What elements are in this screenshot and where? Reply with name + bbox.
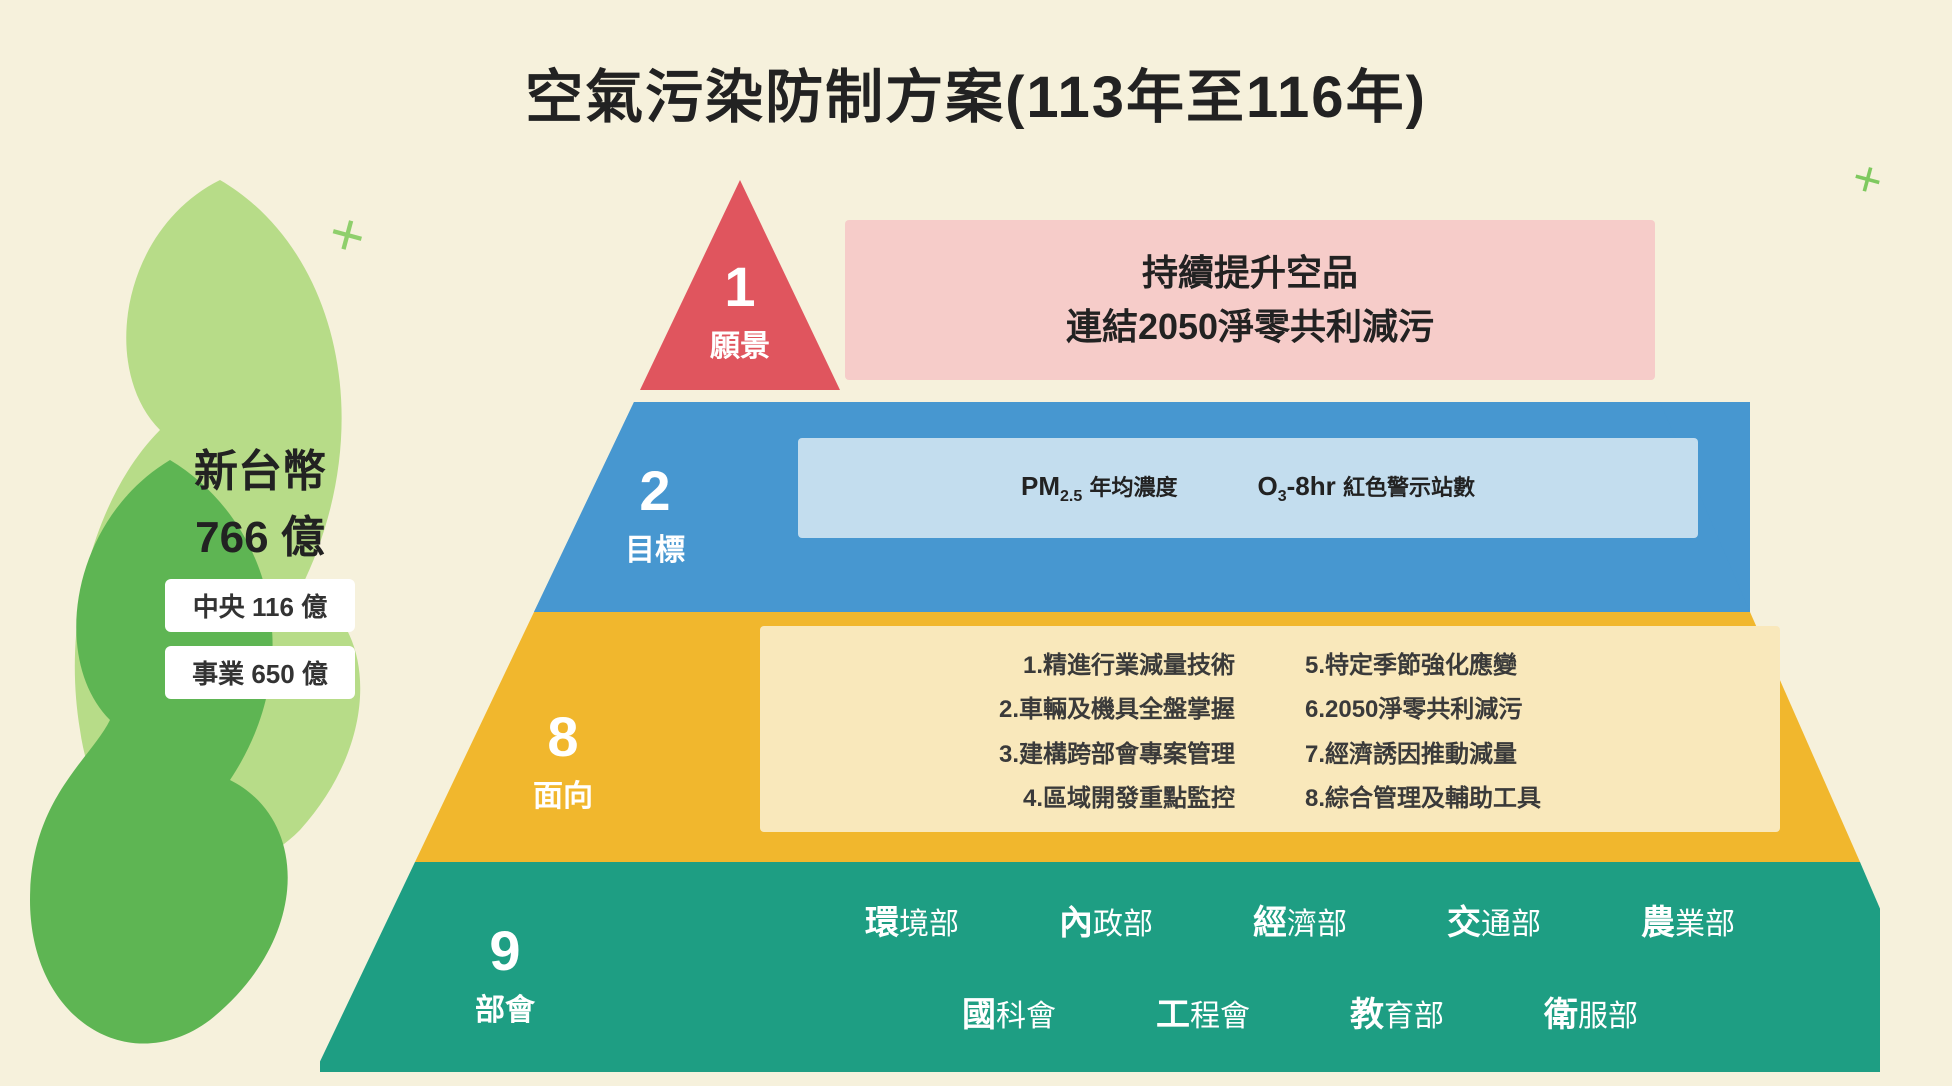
ministry-5: 農業部 (1641, 895, 1735, 944)
tier-3-number: 8 (518, 708, 608, 767)
aspect-7: 7.經濟誘因推動減量 (1305, 734, 1517, 769)
ministry-2: 內政部 (1059, 895, 1153, 944)
tier-3-band: 1.精進行業減量技術 2.車輛及機具全盤掌握 3.建構跨部會專案管理 4.區域開… (760, 626, 1780, 832)
aspect-8: 8.綜合管理及輔助工具 (1305, 778, 1541, 813)
tier-1: 持續提升空品 連結2050淨零共利減污 1 願景 (320, 180, 1880, 390)
metric-o3: O3-8hr 紅色警示站數 (1257, 470, 1475, 506)
ministry-3: 經濟部 (1253, 895, 1347, 944)
tier-2: PM2.5 年均濃度 O3-8hr 紅色警示站數 2 目標 (320, 402, 1880, 612)
metric-pm25: PM2.5 年均濃度 (1021, 470, 1178, 506)
tier-1-line-1: 持續提升空品 (1066, 246, 1434, 300)
page-title: 空氣污染防制方案(113年至116年) (0, 50, 1952, 134)
ministry-6: 國科會 (962, 987, 1056, 1036)
aspect-3: 3.建構跨部會專案管理 (999, 734, 1235, 769)
tier-4-number: 9 (460, 922, 550, 981)
aspect-1: 1.精進行業減量技術 (1023, 645, 1235, 680)
ministry-7: 工程會 (1156, 987, 1250, 1036)
tier-2-band: PM2.5 年均濃度 O3-8hr 紅色警示站數 (798, 438, 1698, 538)
ministry-4: 交通部 (1447, 895, 1541, 944)
tier-1-label: 願景 (700, 321, 780, 365)
tier-4: 環境部 內政部 經濟部 交通部 農業部 國科會 工程會 教育部 衛服部 9 部會 (320, 862, 1880, 1072)
tier-3-label: 面向 (518, 771, 608, 815)
ministry-8: 教育部 (1350, 987, 1444, 1036)
ministry-1: 環境部 (865, 895, 959, 944)
tier-1-band: 持續提升空品 連結2050淨零共利減污 (845, 220, 1655, 380)
tier-2-number: 2 (610, 462, 700, 521)
tier-1-number: 1 (700, 258, 780, 317)
pyramid: 持續提升空品 連結2050淨零共利減污 1 願景 PM2.5 年均濃度 O3-8… (320, 180, 1880, 1060)
tier-4-label: 部會 (460, 985, 550, 1029)
aspect-6: 6.2050淨零共利減污 (1305, 689, 1522, 724)
aspect-5: 5.特定季節強化應變 (1305, 645, 1517, 680)
ministry-9: 衛服部 (1544, 987, 1638, 1036)
tier-3: 1.精進行業減量技術 2.車輛及機具全盤掌握 3.建構跨部會專案管理 4.區域開… (320, 612, 1880, 862)
tier-2-label: 目標 (610, 525, 700, 569)
aspect-4: 4.區域開發重點監控 (1023, 778, 1235, 813)
tier-1-line-2: 連結2050淨零共利減污 (1066, 300, 1434, 354)
aspect-2: 2.車輛及機具全盤掌握 (999, 689, 1235, 724)
ministries-grid: 環境部 內政部 經濟部 交通部 農業部 國科會 工程會 教育部 衛服部 (740, 862, 1860, 1062)
